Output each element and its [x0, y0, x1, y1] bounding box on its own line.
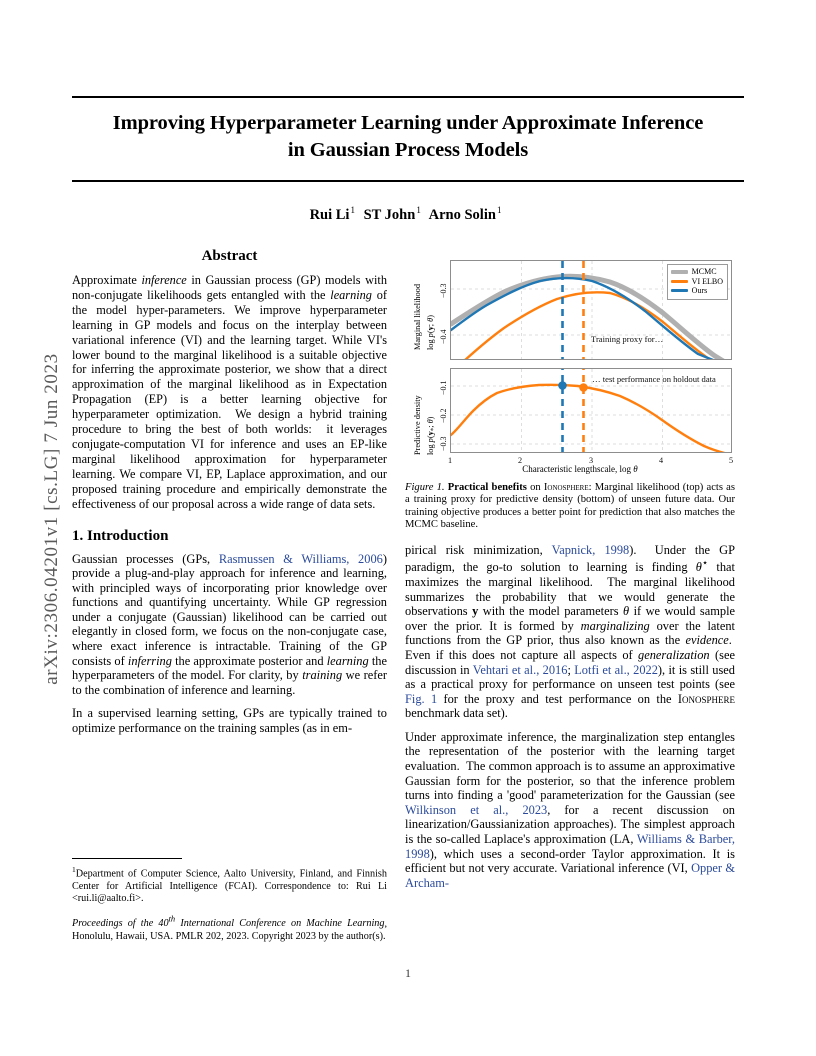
author-affiliation-marker: 1: [496, 205, 502, 215]
ytick-top-04: −0.4: [439, 329, 448, 344]
dataset-name-ionosphere: Ionosphere: [677, 691, 735, 706]
citation-link[interactable]: Wilkinson et al., 2023: [405, 802, 548, 817]
abstract-heading: Abstract: [201, 248, 258, 264]
citation-link-fig1[interactable]: Fig. 1: [405, 691, 438, 706]
right-column: Marginal likelihood log p(y; θ) −0.3 −0.…: [405, 248, 735, 899]
annotation-training-proxy: Training proxy for…: [591, 334, 664, 344]
legend-label-ours: Ours: [691, 286, 708, 296]
figure-1-caption: Figure 1. Practical benefits on Ionosphe…: [405, 482, 736, 531]
marker-vi-elbo: [579, 383, 588, 392]
ytick-bottom-02: −0.2: [439, 408, 448, 423]
page-number: 1: [405, 966, 411, 980]
citation-link[interactable]: Williams & Barber, 1998: [405, 832, 736, 861]
figure-legend: MCMC VI ELBO Ours: [666, 264, 728, 300]
figure-label: Figure 1.: [405, 482, 445, 493]
plot-bottom-svg: [451, 369, 731, 452]
xtick-3: 3: [589, 456, 594, 465]
legend-swatch-vi-elbo: [670, 279, 688, 283]
legend-swatch-ours: [670, 289, 688, 293]
marker-ours: [558, 381, 567, 390]
ytick-bottom-01: −0.1: [439, 380, 448, 395]
plot-top-svg: [451, 261, 731, 359]
abstract-paragraph: Approximate inference in Gaussian proces…: [72, 273, 387, 511]
legend-item-mcmc: MCMC: [670, 267, 723, 277]
xtick-4: 4: [659, 456, 664, 465]
title-line-1: Improving Hyperparameter Learning under …: [112, 112, 704, 134]
figure-1: Marginal likelihood log p(y; θ) −0.3 −0.…: [405, 250, 735, 532]
footnote-area: 1Department of Computer Science, Aalto U…: [72, 858, 387, 943]
author-name: ST John: [363, 206, 416, 223]
plot-top-marginal-likelihood: MCMC VI ELBO Ours Training proxy for…: [450, 260, 732, 360]
intro-paragraph-1: Gaussian processes (GPs, Rasmussen & Wil…: [72, 551, 387, 697]
intro-paragraph-2-start: In a supervised learning setting, GPs ar…: [72, 706, 387, 736]
legend-swatch-mcmc: [670, 269, 688, 274]
footnote-affiliation: 1Department of Computer Science, Aalto U…: [72, 864, 387, 905]
legend-label-vi-elbo: VI ELBO: [691, 276, 723, 286]
xtick-1: 1: [448, 456, 453, 465]
footnote-affiliation-text: Department of Computer Science, Aalto Un…: [72, 868, 387, 904]
ytick-top-03: −0.3: [439, 283, 448, 298]
intro-paragraph-2-cont: pirical risk minimization, Vapnick, 1998…: [405, 542, 736, 721]
left-column: Abstract Approximate inference in Gaussi…: [72, 248, 387, 745]
intro-paragraph-3: Under approximate inference, the margina…: [405, 729, 736, 890]
figure-caption-bold: Practical benefits: [447, 482, 527, 493]
legend-item-vi-elbo: VI ELBO: [670, 276, 723, 287]
annotation-test-performance: … test performance on holdout data: [592, 374, 716, 384]
citation-link[interactable]: Opper & Archam-: [405, 861, 736, 890]
arxiv-stamp: arXiv:2306.04201v1 [cs.LG] 7 Jun 2023: [41, 353, 62, 685]
title-rule: [72, 180, 744, 182]
legend-item-ours: Ours: [670, 286, 723, 296]
author-name: Rui Li: [309, 206, 350, 223]
footnote-rule: [72, 858, 182, 859]
citation-link[interactable]: Rasmussen & Williams, 2006: [218, 551, 383, 566]
figure-1-canvas: Marginal likelihood log p(y; θ) −0.3 −0.…: [405, 250, 735, 475]
axis-label-x: Characteristic lengthscale, log θ: [522, 464, 638, 474]
page-title: Improving Hyperparameter Learning under …: [72, 110, 744, 164]
author-affiliation-marker: 1: [416, 205, 421, 215]
plot-bottom-predictive-density: … test performance on holdout data: [450, 368, 732, 453]
ytick-bottom-03: −0.3: [439, 436, 448, 451]
axis-label-y-bottom: Predictive density: [413, 395, 422, 455]
author-name: Arno Solin: [428, 206, 496, 223]
top-rule: [72, 96, 744, 98]
author-list: Rui Li1 ST John1 Arno Solin1: [72, 205, 744, 224]
section-heading-introduction: 1. Introduction: [72, 527, 169, 544]
xtick-2: 2: [518, 456, 523, 465]
footnote-proceedings: Proceedings of the 40th International Co…: [72, 914, 388, 942]
xtick-5: 5: [729, 456, 734, 465]
dataset-name-ionosphere: Ionosphere: [543, 482, 589, 493]
author-affiliation-marker: 1: [350, 205, 355, 215]
abstract-section: Abstract Approximate inference in Gaussi…: [72, 248, 387, 512]
citation-link[interactable]: Vapnick, 1998: [551, 542, 630, 557]
citation-link[interactable]: Lotfi et al., 2022: [574, 662, 658, 677]
legend-label-mcmc: MCMC: [691, 267, 717, 276]
citation-link[interactable]: Vehtari et al., 2016: [472, 662, 568, 677]
title-line-2: in Gaussian Process Models: [287, 139, 529, 161]
footnote-marker: 1: [72, 865, 76, 874]
axis-label-y-top-math: log p(y; θ): [426, 315, 435, 350]
axis-label-y-bottom-math: log p(y*; θ): [426, 416, 438, 455]
axis-label-y-top: Marginal likelihood: [413, 284, 422, 350]
